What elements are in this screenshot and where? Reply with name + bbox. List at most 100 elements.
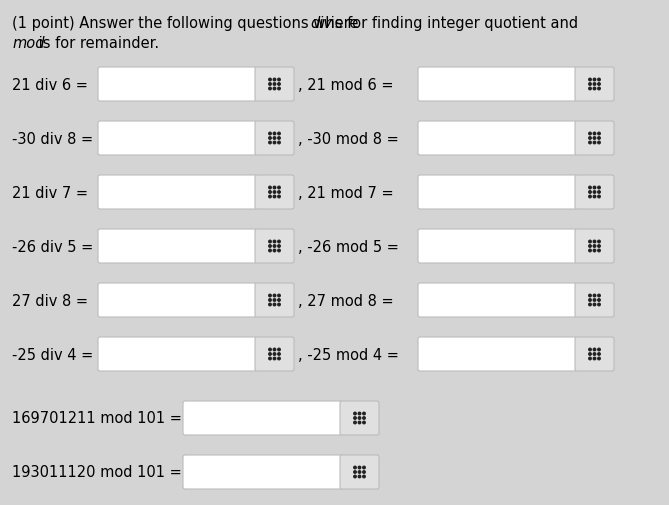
Circle shape bbox=[278, 142, 280, 144]
Circle shape bbox=[593, 299, 596, 301]
Text: (1 point) Answer the following questions where: (1 point) Answer the following questions… bbox=[12, 16, 363, 31]
FancyBboxPatch shape bbox=[418, 176, 577, 210]
Circle shape bbox=[269, 187, 271, 189]
Circle shape bbox=[269, 353, 271, 356]
Circle shape bbox=[593, 353, 596, 356]
Circle shape bbox=[278, 187, 280, 189]
Circle shape bbox=[597, 250, 600, 252]
FancyBboxPatch shape bbox=[575, 283, 614, 317]
Text: -30 div 8 =: -30 div 8 = bbox=[12, 131, 93, 146]
Circle shape bbox=[589, 304, 591, 306]
Circle shape bbox=[593, 187, 596, 189]
Circle shape bbox=[273, 250, 276, 252]
FancyBboxPatch shape bbox=[418, 230, 577, 264]
FancyBboxPatch shape bbox=[575, 122, 614, 156]
Circle shape bbox=[597, 142, 600, 144]
Circle shape bbox=[593, 79, 596, 82]
Circle shape bbox=[363, 471, 365, 473]
Circle shape bbox=[593, 358, 596, 360]
Circle shape bbox=[269, 241, 271, 243]
FancyBboxPatch shape bbox=[575, 68, 614, 102]
Circle shape bbox=[269, 196, 271, 198]
Text: 169701211 mod 101 =: 169701211 mod 101 = bbox=[12, 411, 182, 426]
Circle shape bbox=[593, 245, 596, 248]
Circle shape bbox=[593, 137, 596, 140]
Circle shape bbox=[278, 79, 280, 82]
Circle shape bbox=[269, 245, 271, 248]
Text: , 21 mod 7 =: , 21 mod 7 = bbox=[298, 185, 393, 200]
Circle shape bbox=[269, 79, 271, 82]
Circle shape bbox=[273, 196, 276, 198]
Circle shape bbox=[593, 133, 596, 135]
Circle shape bbox=[278, 191, 280, 194]
FancyBboxPatch shape bbox=[255, 176, 294, 210]
Text: is for finding integer quotient and: is for finding integer quotient and bbox=[326, 16, 578, 31]
Circle shape bbox=[269, 358, 271, 360]
Circle shape bbox=[597, 133, 600, 135]
FancyBboxPatch shape bbox=[418, 337, 577, 371]
Circle shape bbox=[269, 84, 271, 86]
Circle shape bbox=[589, 241, 591, 243]
FancyBboxPatch shape bbox=[255, 122, 294, 156]
Circle shape bbox=[597, 191, 600, 194]
Circle shape bbox=[269, 348, 271, 351]
Circle shape bbox=[273, 79, 276, 82]
Circle shape bbox=[269, 137, 271, 140]
Circle shape bbox=[593, 84, 596, 86]
Circle shape bbox=[597, 299, 600, 301]
Circle shape bbox=[278, 358, 280, 360]
Circle shape bbox=[354, 466, 357, 469]
FancyBboxPatch shape bbox=[98, 337, 257, 371]
Circle shape bbox=[273, 299, 276, 301]
FancyBboxPatch shape bbox=[418, 122, 577, 156]
Circle shape bbox=[597, 88, 600, 90]
Circle shape bbox=[593, 241, 596, 243]
Circle shape bbox=[359, 421, 361, 424]
Circle shape bbox=[589, 358, 591, 360]
FancyBboxPatch shape bbox=[575, 337, 614, 371]
Text: -26 div 5 =: -26 div 5 = bbox=[12, 239, 93, 254]
Text: , -30 mod 8 =: , -30 mod 8 = bbox=[298, 131, 399, 146]
Text: is for remainder.: is for remainder. bbox=[34, 36, 159, 51]
Circle shape bbox=[597, 137, 600, 140]
Circle shape bbox=[273, 358, 276, 360]
Text: div: div bbox=[310, 16, 332, 31]
FancyBboxPatch shape bbox=[98, 122, 257, 156]
Circle shape bbox=[278, 304, 280, 306]
Circle shape bbox=[597, 304, 600, 306]
Circle shape bbox=[593, 250, 596, 252]
FancyBboxPatch shape bbox=[418, 68, 577, 102]
Circle shape bbox=[593, 142, 596, 144]
FancyBboxPatch shape bbox=[98, 176, 257, 210]
FancyBboxPatch shape bbox=[255, 283, 294, 317]
Circle shape bbox=[269, 88, 271, 90]
Circle shape bbox=[363, 413, 365, 415]
Circle shape bbox=[269, 304, 271, 306]
Circle shape bbox=[354, 421, 357, 424]
Circle shape bbox=[589, 187, 591, 189]
Circle shape bbox=[363, 417, 365, 420]
Circle shape bbox=[278, 353, 280, 356]
Circle shape bbox=[278, 84, 280, 86]
Circle shape bbox=[589, 84, 591, 86]
Circle shape bbox=[278, 250, 280, 252]
Circle shape bbox=[354, 413, 357, 415]
Circle shape bbox=[269, 250, 271, 252]
Circle shape bbox=[273, 137, 276, 140]
Circle shape bbox=[273, 353, 276, 356]
Circle shape bbox=[278, 196, 280, 198]
Circle shape bbox=[597, 79, 600, 82]
Circle shape bbox=[273, 241, 276, 243]
Circle shape bbox=[589, 137, 591, 140]
Text: 21 div 7 =: 21 div 7 = bbox=[12, 185, 88, 200]
FancyBboxPatch shape bbox=[98, 230, 257, 264]
Circle shape bbox=[589, 191, 591, 194]
Circle shape bbox=[359, 417, 361, 420]
Circle shape bbox=[597, 187, 600, 189]
Circle shape bbox=[589, 196, 591, 198]
Circle shape bbox=[593, 304, 596, 306]
Text: , -26 mod 5 =: , -26 mod 5 = bbox=[298, 239, 399, 254]
Circle shape bbox=[363, 466, 365, 469]
Circle shape bbox=[354, 417, 357, 420]
Circle shape bbox=[278, 88, 280, 90]
